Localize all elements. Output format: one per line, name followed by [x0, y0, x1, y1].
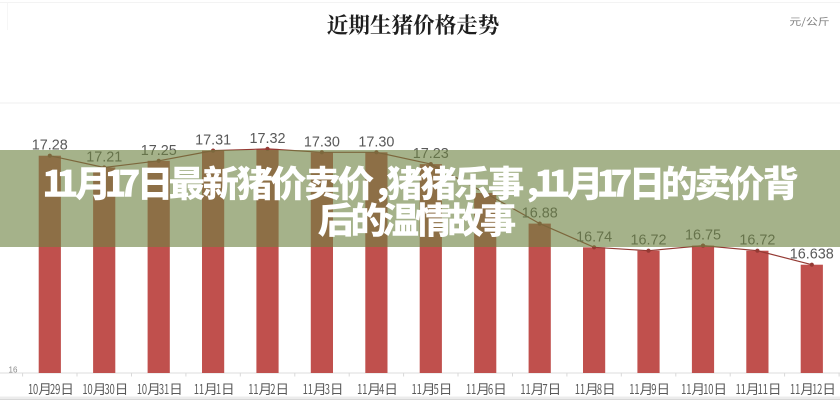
svg-text:16.638: 16.638 — [790, 247, 834, 263]
svg-text:17.32: 17.32 — [249, 131, 285, 147]
svg-text:17.28: 17.28 — [32, 138, 68, 154]
svg-text:17.30: 17.30 — [304, 134, 340, 150]
svg-text:17.31: 17.31 — [195, 133, 231, 149]
svg-text:17.30: 17.30 — [358, 134, 394, 150]
svg-text:16: 16 — [9, 366, 18, 375]
